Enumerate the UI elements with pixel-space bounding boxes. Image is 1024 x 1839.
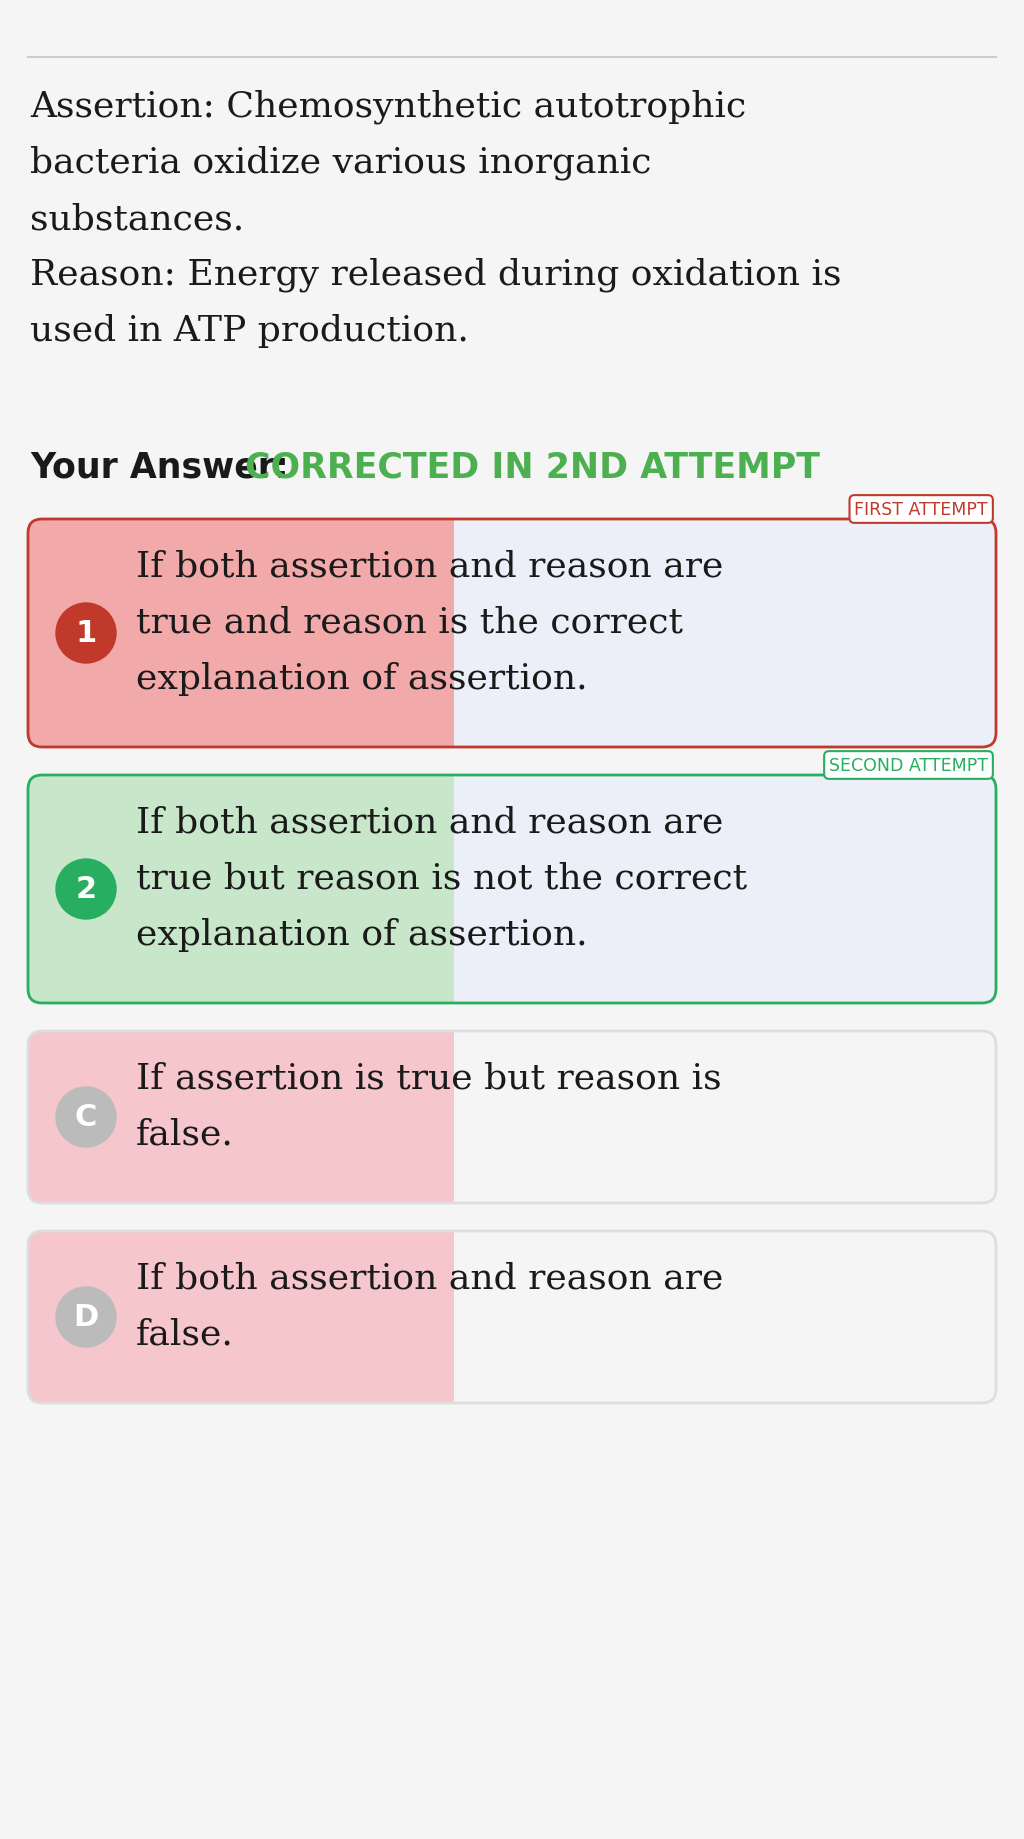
Text: Assertion: Chemosynthetic autotrophic: Assertion: Chemosynthetic autotrophic [30,90,746,125]
Circle shape [56,603,116,664]
Text: If both assertion and reason are: If both assertion and reason are [136,550,723,583]
FancyBboxPatch shape [28,776,996,1004]
Text: If assertion is true but reason is: If assertion is true but reason is [136,1061,722,1096]
Text: explanation of assertion.: explanation of assertion. [136,662,588,695]
Text: If both assertion and reason are: If both assertion and reason are [136,1262,723,1295]
Text: bacteria oxidize various inorganic: bacteria oxidize various inorganic [30,145,651,180]
Text: Your Answer:: Your Answer: [30,451,289,484]
Bar [28,520,454,748]
Text: true but reason is not the correct: true but reason is not the correct [136,861,748,896]
Text: 1: 1 [76,620,96,647]
Circle shape [56,859,116,920]
Text: CORRECTED IN 2ND ATTEMPT: CORRECTED IN 2ND ATTEMPT [245,451,820,484]
Text: FIRST ATTEMPT: FIRST ATTEMPT [854,500,988,519]
Text: C: C [75,1103,97,1131]
Text: used in ATP production.: used in ATP production. [30,314,469,348]
FancyBboxPatch shape [28,520,996,748]
Text: false.: false. [136,1317,233,1352]
Bar [28,1232,454,1403]
Circle shape [56,1087,116,1148]
Bar [28,1032,454,1203]
Text: true and reason is the correct: true and reason is the correct [136,605,683,640]
Text: Reason: Energy released during oxidation is: Reason: Energy released during oxidation… [30,257,842,292]
Text: substances.: substances. [30,202,245,235]
FancyBboxPatch shape [28,1032,996,1203]
Bar [28,776,454,1004]
Text: SECOND ATTEMPT: SECOND ATTEMPT [829,756,988,774]
Text: explanation of assertion.: explanation of assertion. [136,918,588,951]
Text: D: D [74,1302,98,1331]
FancyBboxPatch shape [28,1232,996,1403]
Text: false.: false. [136,1118,233,1151]
Text: If both assertion and reason are: If both assertion and reason are [136,805,723,840]
Text: 2: 2 [76,875,96,905]
Circle shape [56,1287,116,1348]
